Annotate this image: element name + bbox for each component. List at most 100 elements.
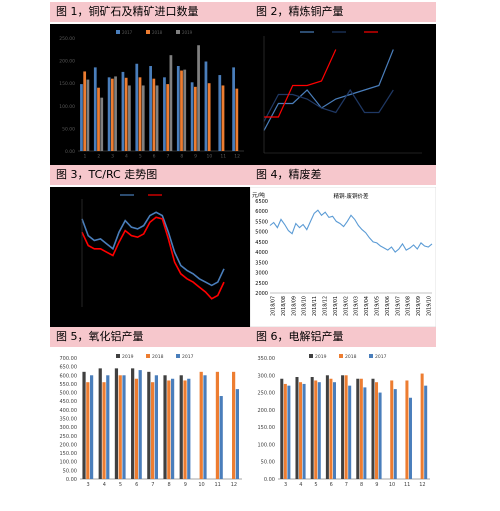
x-tick-label: 12 — [231, 482, 237, 488]
x-tick-label: 3 — [87, 482, 90, 488]
y-tick-label: 250.00 — [258, 391, 276, 397]
x-tick-label: 11 — [404, 482, 410, 488]
bar — [344, 375, 348, 479]
bar — [232, 67, 235, 151]
bar — [310, 377, 314, 479]
bar — [405, 380, 409, 479]
x-tick-label: 2019/06 — [385, 296, 391, 316]
y-tick-label: 0.00 — [66, 477, 77, 483]
bar — [235, 88, 239, 151]
refined-scrap-spread-chart: 元/吨 精铜-废铜价差 6500 6000 5500 5000 4500 4000 3500 30… — [250, 187, 436, 327]
panel-3-title: 图 3，TC/RC 走势图 — [50, 165, 250, 185]
bar — [190, 82, 194, 151]
bar — [359, 378, 363, 479]
bar — [170, 378, 175, 479]
y-tick-label: 6500 — [255, 199, 268, 205]
x-tick-label: 2019/08 — [406, 296, 412, 316]
y-tick-label: 100.00 — [258, 442, 276, 448]
bar — [218, 75, 222, 151]
bar — [204, 61, 208, 152]
x-tick-label: 4 — [299, 482, 302, 488]
bar — [154, 375, 159, 479]
bar — [199, 371, 203, 479]
bar — [166, 84, 170, 151]
y-tick-label: 6000 — [255, 209, 268, 215]
y-tick-label: 150.00 — [60, 451, 78, 457]
panel-4-title: 图 4，精废差 — [250, 165, 436, 185]
bar — [424, 385, 428, 479]
y-tick-label: 5000 — [255, 230, 268, 236]
y-tick-label: 2000 — [255, 291, 268, 297]
x-tick-label: 2018/09 — [291, 296, 297, 316]
x-tick-label: 5 — [314, 482, 317, 488]
x-tick-label: 2 — [97, 154, 100, 160]
y-tick-label: 350.00 — [258, 356, 276, 362]
x-tick-label: 11 — [215, 482, 221, 488]
y-tick-label: 550.00 — [60, 382, 78, 388]
y-tick-label: 0.00 — [65, 149, 75, 155]
x-tick-label: 7 — [151, 482, 154, 488]
legend-swatch — [369, 354, 373, 358]
x-tick-label: 5 — [119, 482, 122, 488]
x-tick-label: 9 — [375, 482, 378, 488]
bar — [100, 97, 104, 151]
refined-copper-output-chart — [250, 24, 436, 165]
y-tick-label: 150.00 — [59, 81, 75, 87]
bar — [176, 66, 180, 151]
x-tick-label: 10 — [198, 482, 204, 488]
y-tick-label: 300.00 — [60, 425, 78, 431]
panel-1-title: 图 1，铜矿石及精矿进口数量 — [50, 2, 250, 22]
legend-label: 2018 — [152, 30, 163, 35]
bar — [235, 389, 240, 479]
bar — [138, 77, 142, 151]
y-tick-label: 200.00 — [258, 408, 276, 414]
y-tick-label: 250.00 — [59, 36, 75, 42]
y-tick-label: 150.00 — [258, 425, 276, 431]
legend-label: 2018 — [152, 354, 164, 360]
bar — [102, 382, 106, 479]
bar — [314, 380, 318, 479]
x-tick-label: 2018/11 — [312, 296, 318, 316]
y-tick-label: 400.00 — [60, 408, 78, 414]
bar — [329, 378, 333, 479]
bar — [280, 378, 284, 479]
bar — [207, 83, 211, 151]
bar — [219, 396, 223, 479]
bar — [114, 76, 117, 151]
y-tick-label: 0.00 — [264, 477, 275, 483]
bar — [375, 382, 379, 479]
bar — [179, 375, 183, 479]
y-tick-label: 450.00 — [60, 399, 78, 405]
legend-swatch — [176, 30, 180, 34]
y-tick-label: 650.00 — [60, 365, 78, 371]
chart-title: 精铜-废铜价差 — [334, 192, 369, 200]
alumina-output-chart: 700.00650.00600.00550.00500.00450.00400.… — [50, 348, 250, 491]
bar — [114, 368, 119, 479]
bar — [98, 368, 102, 479]
y-tick-label: 600.00 — [60, 373, 78, 379]
bar — [89, 375, 94, 479]
bar — [378, 392, 382, 479]
bar — [138, 370, 142, 479]
y-tick-label: 3000 — [255, 271, 268, 277]
legend-swatch — [339, 354, 343, 358]
bar — [193, 86, 197, 151]
x-tick-label: 10 — [207, 154, 213, 160]
bar — [134, 378, 139, 479]
legend-swatch — [116, 30, 120, 34]
series-line — [81, 211, 225, 287]
bar — [118, 375, 122, 479]
chart-background — [250, 187, 436, 327]
y-tick-label: 350.00 — [60, 417, 78, 423]
x-tick-label: 9 — [194, 154, 197, 160]
x-tick-label: 12 — [419, 482, 425, 488]
legend-swatch — [176, 354, 180, 358]
x-tick-label: 2018/08 — [281, 296, 287, 316]
bar — [302, 383, 306, 479]
x-tick-label: 3 — [111, 154, 114, 160]
bar — [408, 397, 412, 479]
bar — [169, 55, 173, 151]
bar — [197, 45, 200, 151]
bar — [363, 387, 367, 479]
